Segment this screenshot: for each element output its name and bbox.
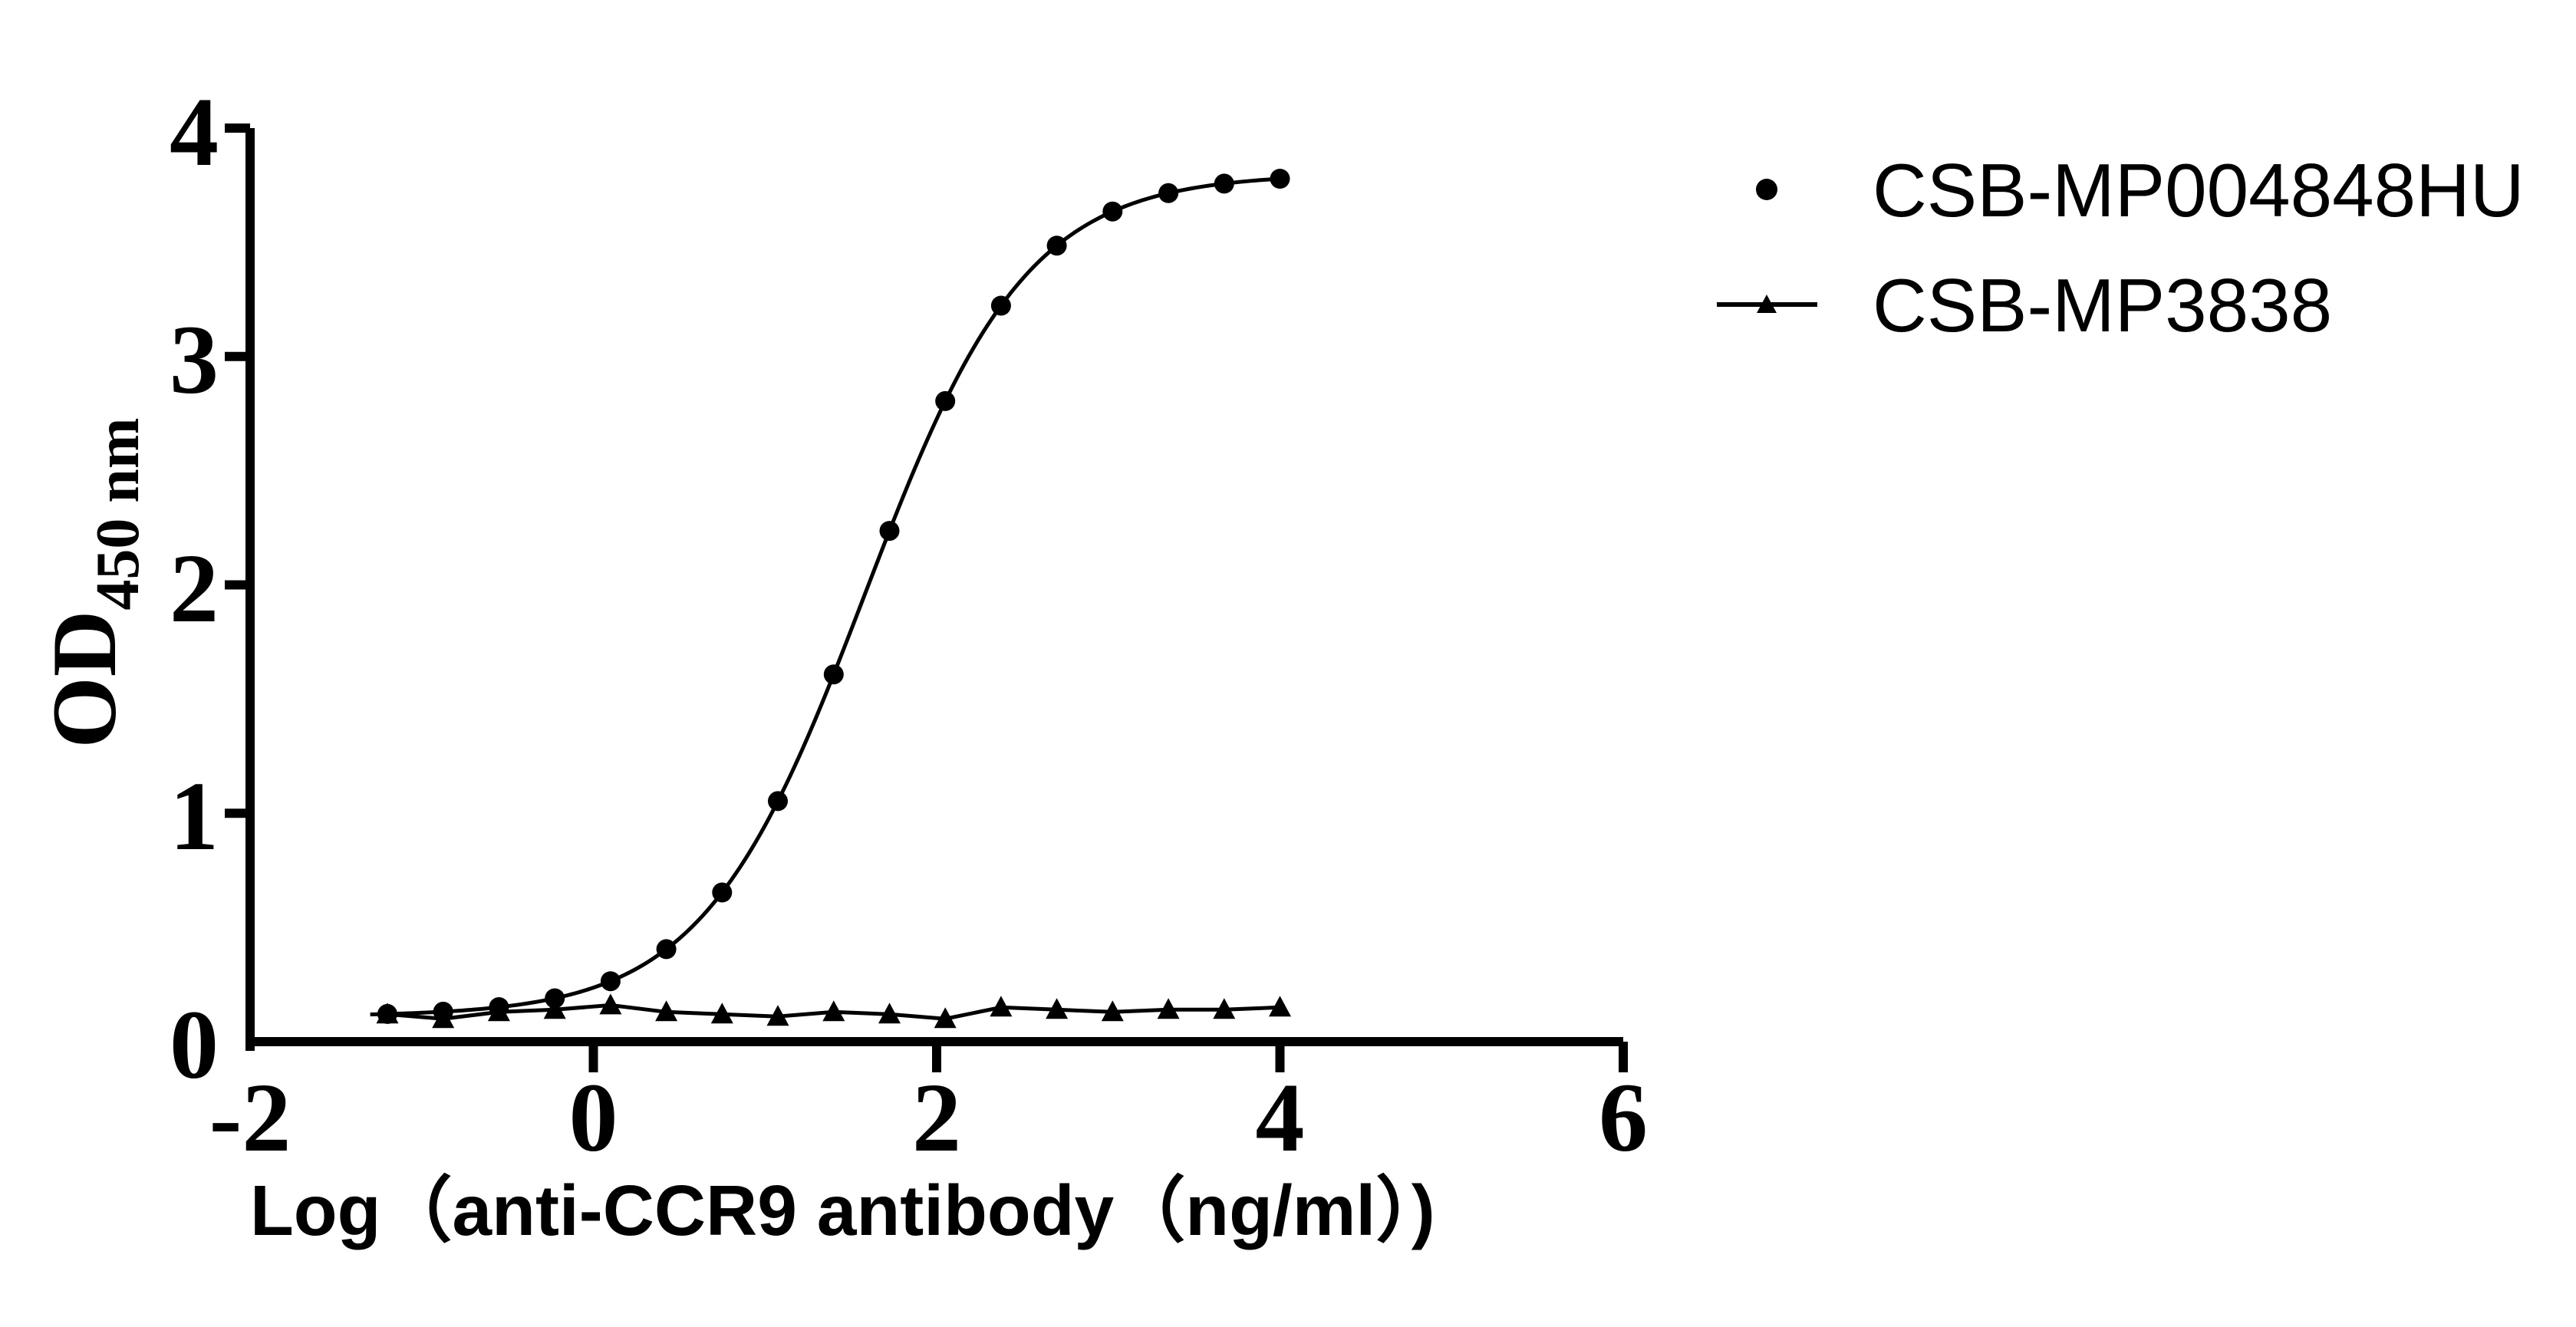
svg-text:OD450 nm: OD450 nm [33, 417, 152, 748]
svg-text:1: 1 [170, 762, 219, 871]
svg-text:-2: -2 [209, 1063, 292, 1172]
svg-text:2: 2 [912, 1063, 961, 1172]
svg-text:3: 3 [170, 305, 219, 414]
svg-text:0: 0 [569, 1063, 618, 1172]
svg-text:4: 4 [1256, 1063, 1305, 1172]
svg-text:6: 6 [1599, 1063, 1648, 1172]
svg-text:Log（anti-CCR9 antibody（ng/ml）): Log（anti-CCR9 antibody（ng/ml）) [250, 1171, 1435, 1250]
svg-text:CSB-MP3838: CSB-MP3838 [1873, 263, 2332, 347]
svg-text:4: 4 [170, 77, 219, 186]
svg-text:CSB-MP004848HU: CSB-MP004848HU [1873, 148, 2525, 232]
svg-text:2: 2 [170, 534, 219, 643]
